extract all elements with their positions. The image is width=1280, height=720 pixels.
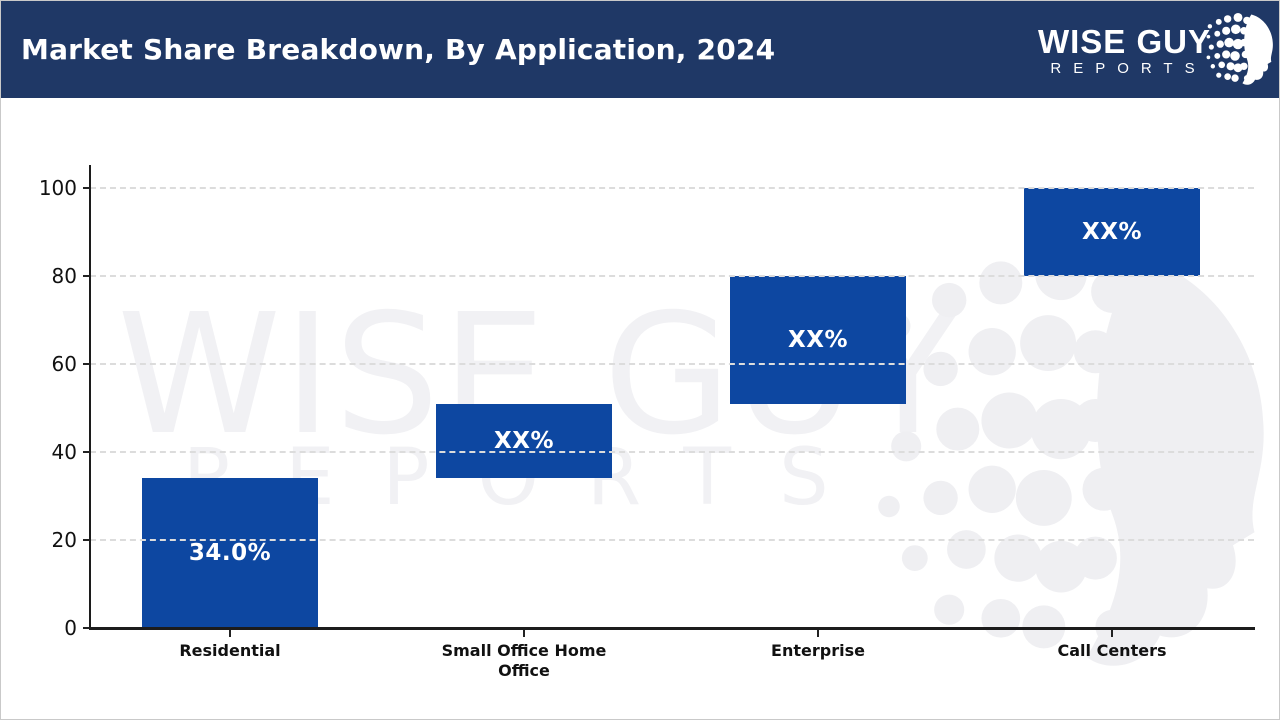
category-label: Small Office Home Office xyxy=(441,641,607,680)
bar-value-label: XX% xyxy=(493,427,554,454)
y-tick-label-0: 0 xyxy=(64,616,77,640)
bar-segment: XX% xyxy=(1024,188,1200,276)
logo-head-icon xyxy=(1201,8,1275,92)
y-tick-label-100: 100 xyxy=(38,176,77,200)
x-tick xyxy=(523,630,525,637)
gridline-60 xyxy=(90,363,1254,365)
y-tick-0 xyxy=(83,627,90,629)
watermark-head-icon xyxy=(846,221,1276,706)
category-label: Call Centers xyxy=(1057,641,1167,660)
y-tick-60 xyxy=(83,363,90,365)
gridline-20 xyxy=(90,539,1254,541)
y-tick-label-80: 80 xyxy=(51,264,77,288)
bar-value-label: XX% xyxy=(1081,219,1142,245)
bar-segment: 34.0% xyxy=(142,478,318,628)
y-tick-40 xyxy=(83,451,90,453)
gridline-100 xyxy=(90,187,1254,189)
bar-segment: XX% xyxy=(436,403,612,479)
chart-title: Market Share Breakdown, By Application, … xyxy=(21,33,776,66)
bar-value-label: 34.0% xyxy=(188,540,272,567)
x-tick xyxy=(1111,630,1113,637)
category-label: Residential xyxy=(179,641,281,660)
y-tick-label-20: 20 xyxy=(51,528,77,552)
y-tick-20 xyxy=(83,539,90,541)
logo-wordmark: WISE GUY xyxy=(1037,22,1211,60)
x-axis-line xyxy=(89,627,1255,630)
gridline-80 xyxy=(90,275,1254,277)
y-tick-100 xyxy=(83,187,90,189)
bar-value-label: XX% xyxy=(787,326,848,353)
category-label: Enterprise xyxy=(771,641,865,660)
y-tick-80 xyxy=(83,275,90,277)
x-tick xyxy=(817,630,819,637)
bar-segment: XX% xyxy=(730,276,906,404)
y-axis-line xyxy=(89,165,91,630)
wiseguy-logo: WISE GUY REPORTS xyxy=(1038,5,1275,95)
y-tick-label-60: 60 xyxy=(51,352,77,376)
logo-subtitle: REPORTS xyxy=(1050,59,1207,77)
report-header: Market Share Breakdown, By Application, … xyxy=(1,1,1279,98)
x-tick xyxy=(229,630,231,637)
gridline-40 xyxy=(90,451,1254,453)
y-tick-label-40: 40 xyxy=(51,440,77,464)
